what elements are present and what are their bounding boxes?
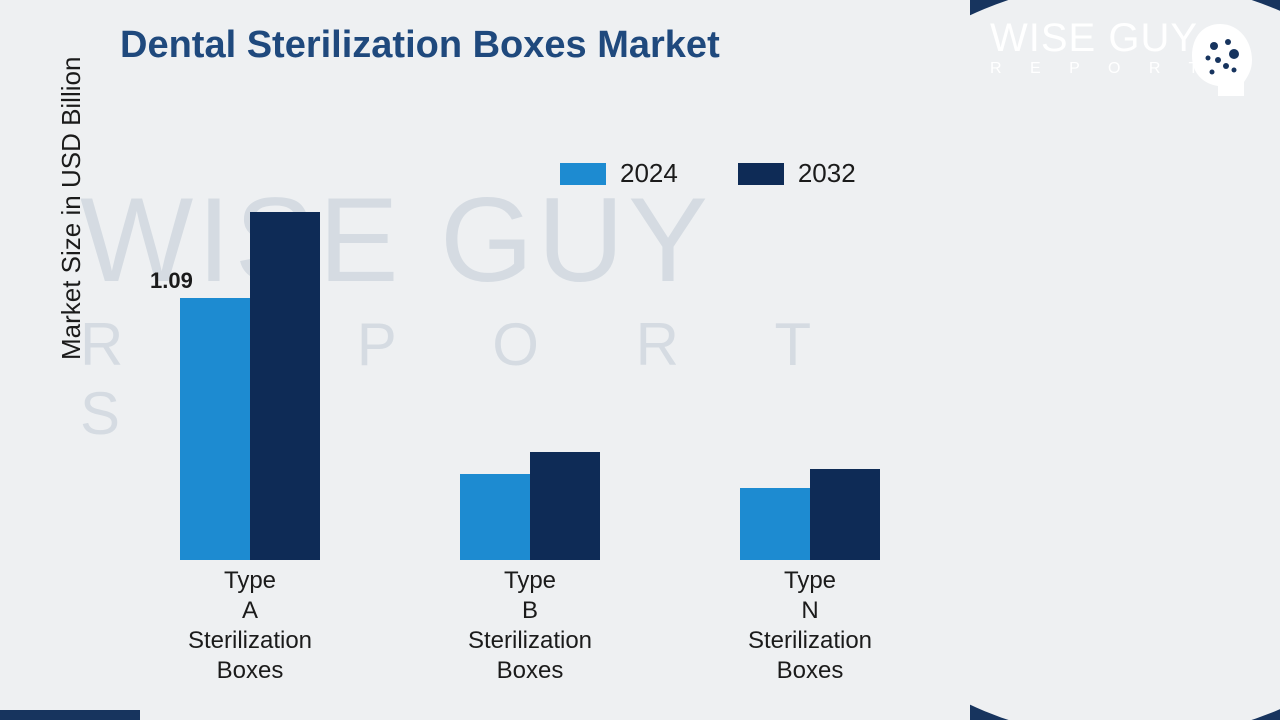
- y-axis-label: Market Size in USD Billion: [56, 57, 87, 360]
- x-axis-category-label: TypeBSterilizationBoxes: [430, 566, 630, 686]
- brand-logo: WISE GUY R E P O R T S: [990, 18, 1250, 78]
- bar: [740, 488, 810, 560]
- legend-item-2024: 2024: [560, 158, 678, 189]
- bar: [810, 469, 880, 560]
- legend-swatch-2032: [738, 163, 784, 185]
- legend-label-2024: 2024: [620, 158, 678, 189]
- x-axis-category-label: TypeNSterilizationBoxes: [710, 566, 910, 686]
- chart-canvas: WISE GUY R E P O R T S WISE GUY R E P O …: [0, 0, 1280, 720]
- right-accent-panel: [970, 0, 1280, 720]
- bar: [180, 298, 250, 560]
- legend-item-2032: 2032: [738, 158, 856, 189]
- legend-label-2032: 2032: [798, 158, 856, 189]
- bar: [460, 474, 530, 560]
- bar-value-label: 1.09: [150, 268, 193, 294]
- bar: [250, 212, 320, 560]
- bar: [530, 452, 600, 560]
- legend-swatch-2024: [560, 163, 606, 185]
- head-icon: [1184, 22, 1256, 102]
- bottom-accent-bar: [0, 710, 140, 720]
- plot-area: 1.09: [110, 200, 940, 560]
- x-axis-category-label: TypeASterilizationBoxes: [150, 566, 350, 686]
- legend: 2024 2032: [560, 158, 856, 189]
- chart-title: Dental Sterilization Boxes Market: [120, 24, 720, 67]
